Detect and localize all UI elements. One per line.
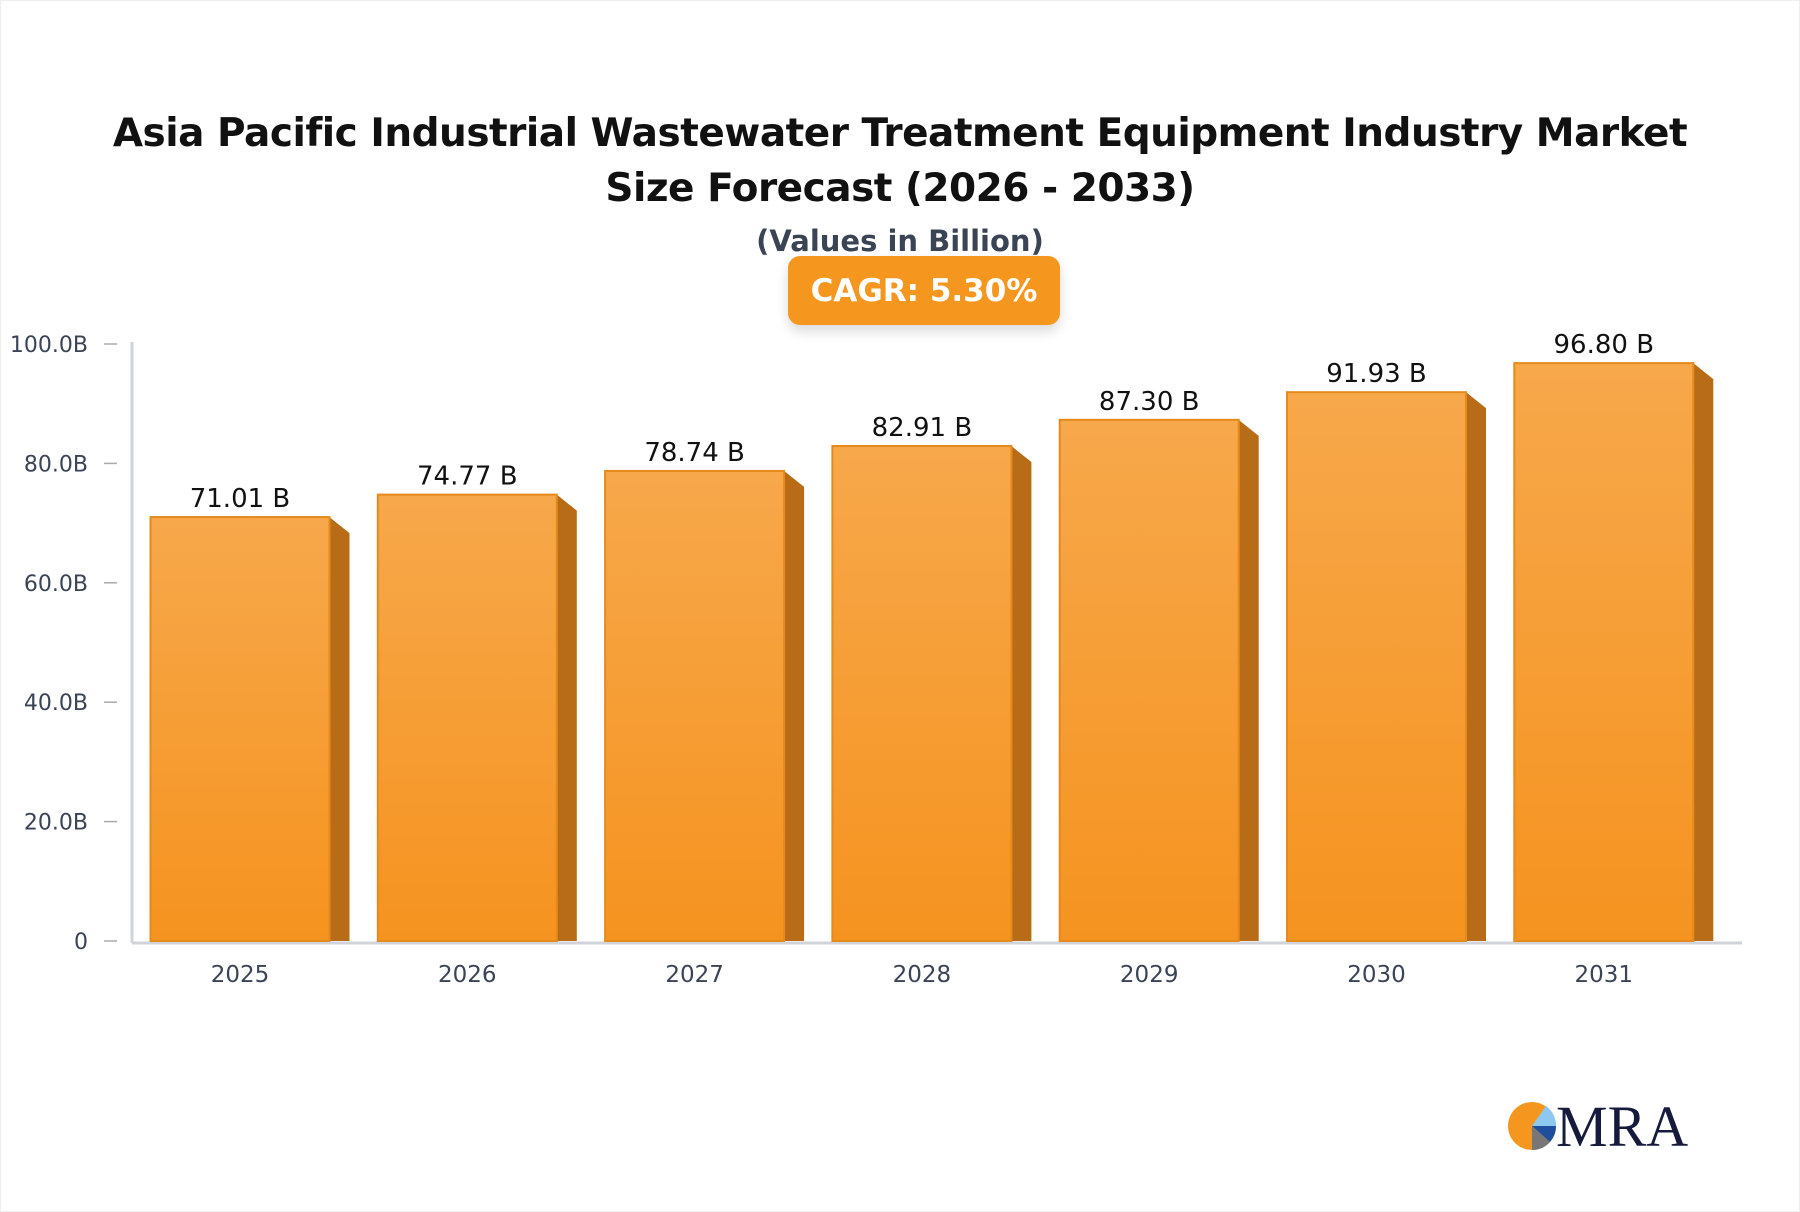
data-label: 91.93 B [1326, 359, 1427, 389]
bar [376, 493, 558, 942]
bar-side [556, 494, 577, 941]
x-tick-label: 2029 [1120, 962, 1179, 988]
data-label: 82.91 B [872, 413, 973, 443]
y-tick-label: 80.0B [24, 452, 88, 477]
bar [1513, 362, 1695, 942]
bar [1058, 418, 1240, 943]
logo-text: MRA [1556, 1094, 1688, 1154]
x-tick-label: 2026 [438, 962, 497, 988]
bar-side [784, 470, 805, 941]
x-tick-label: 2025 [211, 962, 270, 988]
cagr-badge: CAGR: 5.30% [788, 256, 1060, 325]
data-label: 96.80 B [1554, 330, 1655, 360]
x-tick-label: 2027 [665, 962, 724, 988]
data-label: 71.01 B [190, 484, 291, 514]
data-label: 78.74 B [644, 438, 745, 468]
y-tick-label: 20.0B [24, 811, 88, 836]
chart-title: Asia Pacific Industrial Wastewater Treat… [112, 111, 1688, 211]
y-tick-label: 40.0B [24, 691, 88, 716]
mra-logo: MRA [1508, 1094, 1688, 1154]
bar [831, 445, 1013, 942]
chart-subtitle: (Values in Billion) [756, 224, 1044, 258]
data-label: 87.30 B [1099, 387, 1200, 417]
bar [1286, 391, 1467, 942]
y-tick-label: 0 [74, 930, 88, 955]
x-tick-label: 2031 [1575, 962, 1634, 988]
bar-side [329, 517, 350, 941]
bar-side [1238, 419, 1259, 942]
data-label: 74.77 B [417, 462, 518, 492]
x-tick-label: 2028 [893, 962, 952, 988]
bar-side [1693, 363, 1714, 941]
bar [149, 516, 331, 942]
bar [604, 469, 786, 942]
x-tick-label: 2030 [1347, 962, 1406, 988]
y-tick-label: 60.0B [24, 572, 88, 597]
y-tick-label: 100.0B [10, 333, 88, 358]
bar-side [1466, 392, 1486, 942]
bar-side [1011, 446, 1032, 941]
